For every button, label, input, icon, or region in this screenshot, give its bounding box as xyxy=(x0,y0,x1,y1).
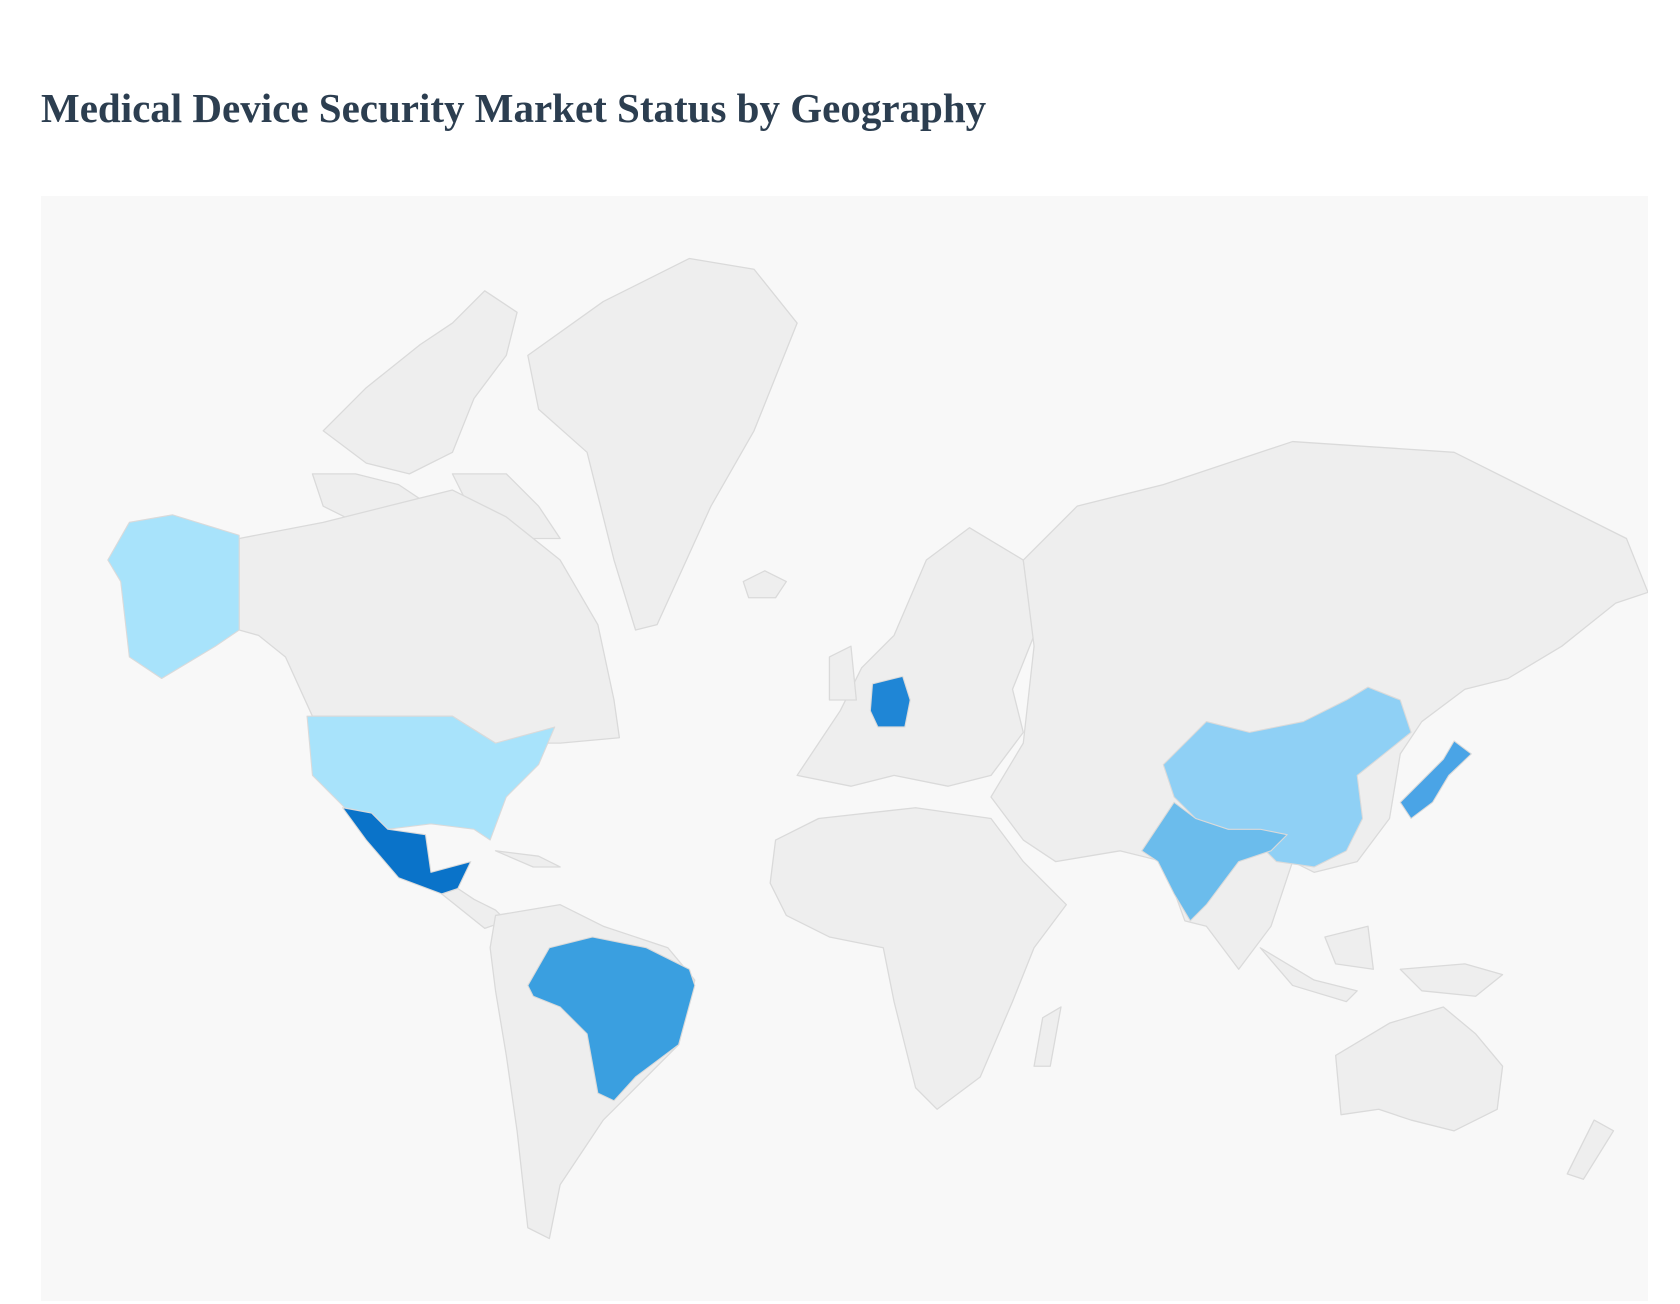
land xyxy=(238,489,621,744)
land xyxy=(1033,1006,1062,1067)
countries xyxy=(107,257,1648,1240)
land xyxy=(769,807,1068,1110)
land xyxy=(342,807,472,895)
land xyxy=(107,514,240,680)
land xyxy=(1566,1119,1615,1180)
land xyxy=(828,645,857,701)
land xyxy=(1259,947,1358,1003)
land xyxy=(1335,1006,1504,1132)
land xyxy=(527,936,696,1102)
land xyxy=(1399,740,1472,820)
land xyxy=(1399,963,1504,997)
page-title: Medical Device Security Market Status by… xyxy=(41,85,987,131)
world-map xyxy=(41,196,1648,1301)
land xyxy=(322,290,518,475)
land xyxy=(1324,925,1374,970)
land xyxy=(869,675,911,728)
land xyxy=(1141,801,1288,922)
land xyxy=(527,257,798,631)
land xyxy=(494,850,561,868)
land xyxy=(742,570,787,599)
